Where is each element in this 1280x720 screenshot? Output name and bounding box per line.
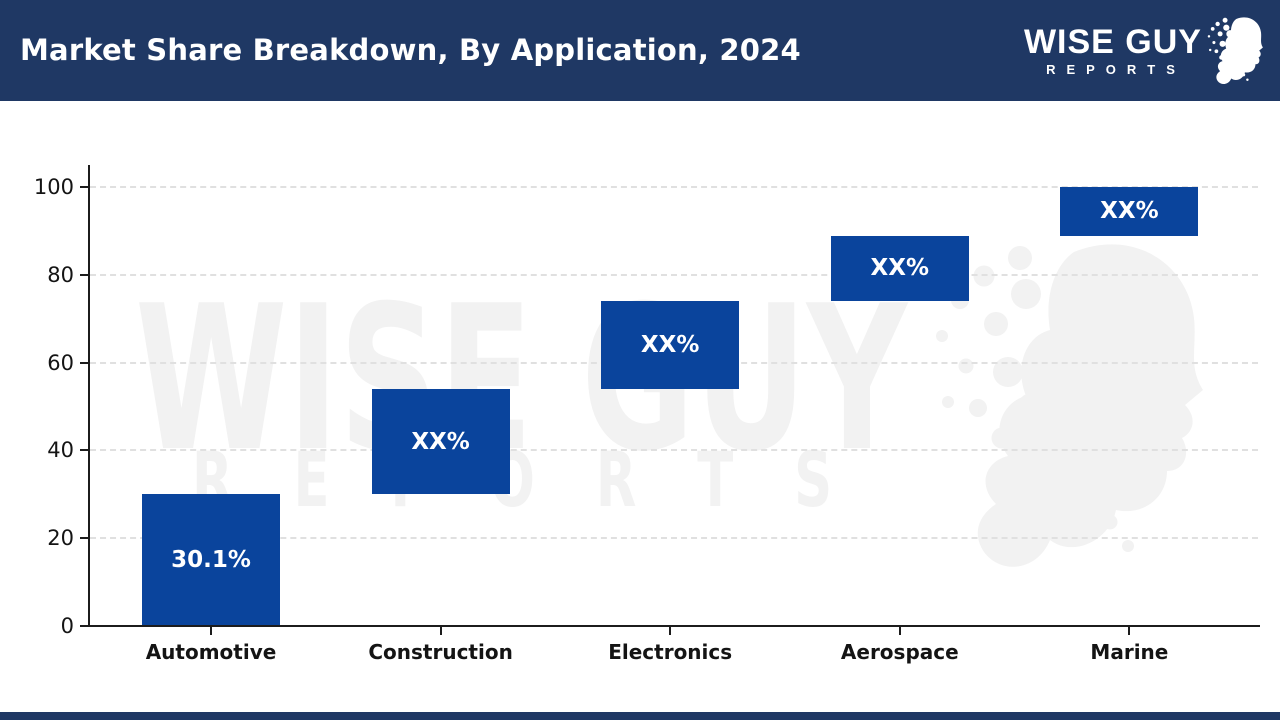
bar-automotive: 30.1% bbox=[142, 493, 280, 626]
x-tick-mark bbox=[898, 627, 901, 635]
x-tick-mark bbox=[210, 627, 212, 635]
brand-logo: WISE GUY REPORTS bbox=[1024, 4, 1266, 96]
bar-electronics: XX% bbox=[601, 300, 740, 390]
y-tick-label: 40 bbox=[47, 438, 74, 463]
x-tick-mark bbox=[669, 627, 672, 635]
chart-title: Market Share Breakdown, By Application, … bbox=[20, 33, 801, 67]
brand-subname: REPORTS bbox=[1046, 61, 1186, 77]
bar-construction: XX% bbox=[371, 389, 510, 494]
brand-head-icon bbox=[1207, 17, 1263, 85]
bar-label: 30.1% bbox=[171, 546, 251, 573]
brand-name: WISE GUY bbox=[1023, 22, 1202, 61]
y-tick-mark bbox=[80, 186, 88, 188]
y-tick-label: 20 bbox=[47, 526, 74, 551]
gridline bbox=[90, 537, 1258, 540]
gridline bbox=[90, 186, 1258, 188]
x-tick-mark bbox=[439, 627, 442, 635]
y-tick-mark bbox=[80, 361, 88, 364]
header-band: Market Share Breakdown, By Application, … bbox=[0, 0, 1280, 101]
bar-label: XX% bbox=[640, 332, 700, 359]
x-tick-label: Construction bbox=[368, 640, 513, 664]
y-tick-mark bbox=[80, 625, 88, 627]
gridline bbox=[90, 449, 1258, 452]
x-axis-line bbox=[88, 625, 1260, 627]
bar-label: XX% bbox=[411, 428, 470, 455]
y-axis-line bbox=[88, 165, 90, 627]
y-tick-label: 60 bbox=[47, 350, 74, 375]
bar-label: XX% bbox=[870, 255, 930, 282]
bar-marine: XX% bbox=[1060, 187, 1199, 236]
x-tick-label: Aerospace bbox=[840, 640, 959, 664]
y-tick-label: 80 bbox=[47, 262, 74, 287]
x-tick-label: Automotive bbox=[145, 640, 277, 664]
y-tick-label: 0 bbox=[60, 614, 74, 638]
x-tick-mark bbox=[1128, 627, 1131, 635]
x-tick-label: Marine bbox=[1090, 640, 1169, 664]
y-tick-mark bbox=[80, 273, 88, 276]
bar-label: XX% bbox=[1100, 198, 1159, 225]
footer-band bbox=[0, 712, 1280, 720]
y-tick-mark bbox=[80, 449, 88, 452]
bar-aerospace: XX% bbox=[830, 235, 969, 301]
x-tick-label: Electronics bbox=[608, 640, 733, 664]
y-tick-mark bbox=[80, 537, 88, 540]
brand-logo-text: WISE GUY REPORTS bbox=[1024, 25, 1202, 76]
y-tick-label: 100 bbox=[33, 175, 74, 199]
gridline bbox=[90, 273, 1258, 276]
